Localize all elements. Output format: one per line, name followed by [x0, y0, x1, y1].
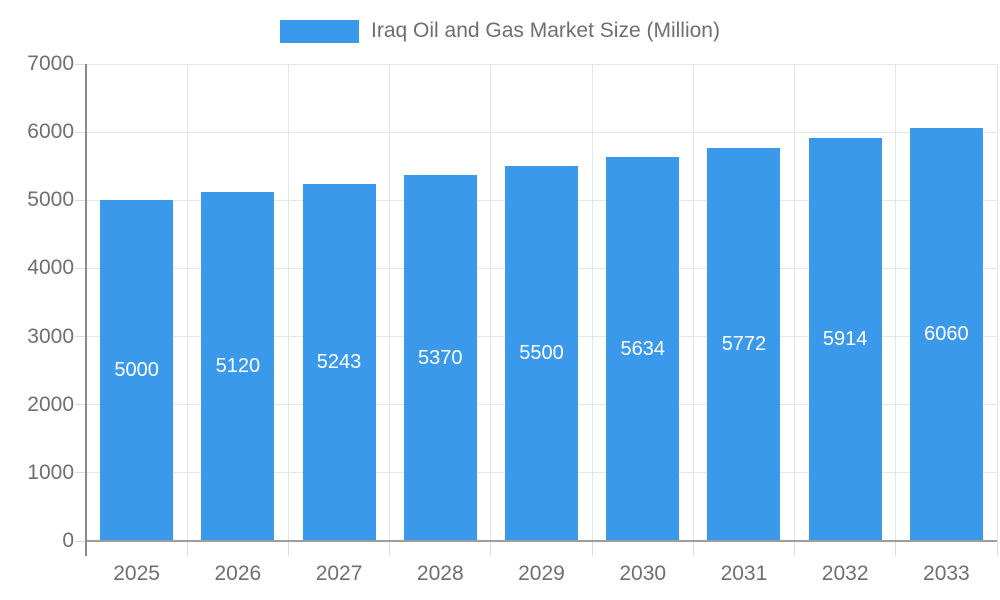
- y-axis-label: 7000: [27, 52, 74, 75]
- y-axis-label: 4000: [27, 256, 74, 280]
- bar-value-label: 5500: [519, 342, 564, 365]
- bar-value-label: 5000: [114, 359, 159, 382]
- x-axis-label: 2033: [923, 562, 970, 585]
- y-axis-tick: [75, 540, 86, 542]
- y-axis-line: [85, 64, 87, 556]
- x-axis-tick: [389, 541, 391, 556]
- bar-2029[interactable]: 5500: [505, 166, 578, 541]
- bar-value-label: 5772: [721, 332, 767, 355]
- gridline-vertical: [895, 64, 897, 541]
- gridline-vertical: [794, 64, 796, 541]
- y-axis-tick: [75, 63, 86, 65]
- gridline-vertical: [490, 64, 492, 541]
- bar-2030[interactable]: 5634: [606, 157, 680, 541]
- x-axis-label: 2032: [821, 562, 869, 585]
- gridline-vertical: [996, 64, 998, 541]
- bar-2027[interactable]: 5243: [302, 183, 376, 541]
- x-axis-label: 2028: [416, 562, 464, 585]
- bar-value-label: 5370: [418, 346, 463, 369]
- gridline-vertical: [591, 64, 593, 541]
- gridline-horizontal: [86, 131, 997, 133]
- bar-2028[interactable]: 5370: [403, 175, 477, 541]
- bar-value-label: 6060: [924, 323, 969, 346]
- bar-2033[interactable]: 6060: [909, 128, 983, 541]
- x-axis-label: 2025: [113, 562, 160, 585]
- x-axis-line: [86, 540, 997, 542]
- y-axis-label: 2000: [27, 392, 74, 416]
- x-axis-tick: [692, 541, 694, 556]
- y-axis-tick: [75, 336, 86, 338]
- legend-label: Iraq Oil and Gas Market Size (Million): [371, 19, 720, 42]
- bar-2032[interactable]: 5914: [808, 138, 882, 541]
- bar-value-label: 5914: [822, 327, 868, 350]
- gridline-vertical: [389, 64, 391, 541]
- y-axis-label: 6000: [27, 120, 74, 144]
- y-axis-tick: [75, 472, 86, 474]
- gridline-vertical: [287, 64, 289, 541]
- y-axis-tick: [75, 131, 86, 133]
- x-axis-tick: [794, 541, 796, 556]
- x-axis-label: 2029: [518, 562, 565, 585]
- x-axis-tick: [186, 541, 188, 556]
- x-axis-label: 2026: [214, 562, 262, 585]
- x-axis-tick: [287, 541, 289, 556]
- bar-2026[interactable]: 5120: [201, 192, 275, 541]
- bar-value-label: 5120: [215, 355, 261, 378]
- x-axis-tick: [895, 541, 897, 556]
- y-axis-tick: [75, 404, 86, 406]
- gridline-vertical: [692, 64, 694, 541]
- legend-swatch: [280, 19, 360, 43]
- x-axis-label: 2027: [315, 562, 363, 585]
- bar-2031[interactable]: 5772: [707, 147, 781, 541]
- x-axis-tick: [591, 541, 593, 556]
- x-axis-label: 2030: [619, 562, 667, 585]
- y-axis-label: 3000: [27, 324, 74, 348]
- bar-value-label: 5634: [620, 337, 665, 360]
- gridline-horizontal: [86, 63, 997, 65]
- y-axis-label: 1000: [27, 460, 74, 484]
- y-axis-tick: [75, 267, 86, 269]
- y-axis-label: 0: [62, 529, 74, 552]
- x-axis-tick: [996, 541, 998, 556]
- bar-2025[interactable]: 5000: [100, 200, 174, 541]
- y-axis-label: 5000: [27, 188, 74, 212]
- x-axis-label: 2031: [720, 562, 768, 585]
- gridline-vertical: [186, 64, 188, 541]
- bar-value-label: 5243: [316, 350, 362, 373]
- legend-item[interactable]: Iraq Oil and Gas Market Size (Million): [0, 18, 1000, 44]
- x-axis-tick: [490, 541, 492, 556]
- y-axis-tick: [75, 199, 86, 201]
